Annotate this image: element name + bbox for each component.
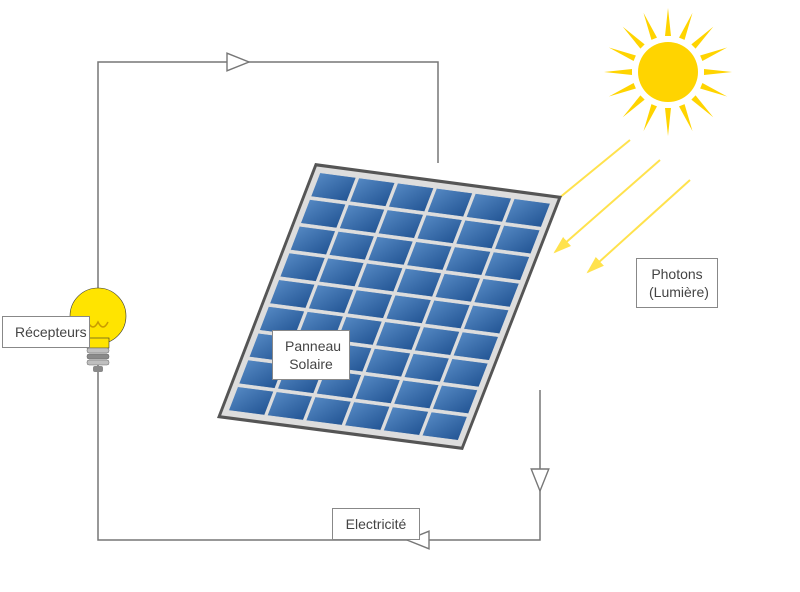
label-photons: Photons(Lumière) xyxy=(636,258,718,308)
sun-icon xyxy=(604,8,732,136)
solar-panel xyxy=(217,163,562,450)
label-panneau-solaire: PanneauSolaire xyxy=(272,330,350,380)
label-recepteurs: Récepteurs xyxy=(2,316,90,348)
label-electricite: Electricité xyxy=(332,508,420,540)
